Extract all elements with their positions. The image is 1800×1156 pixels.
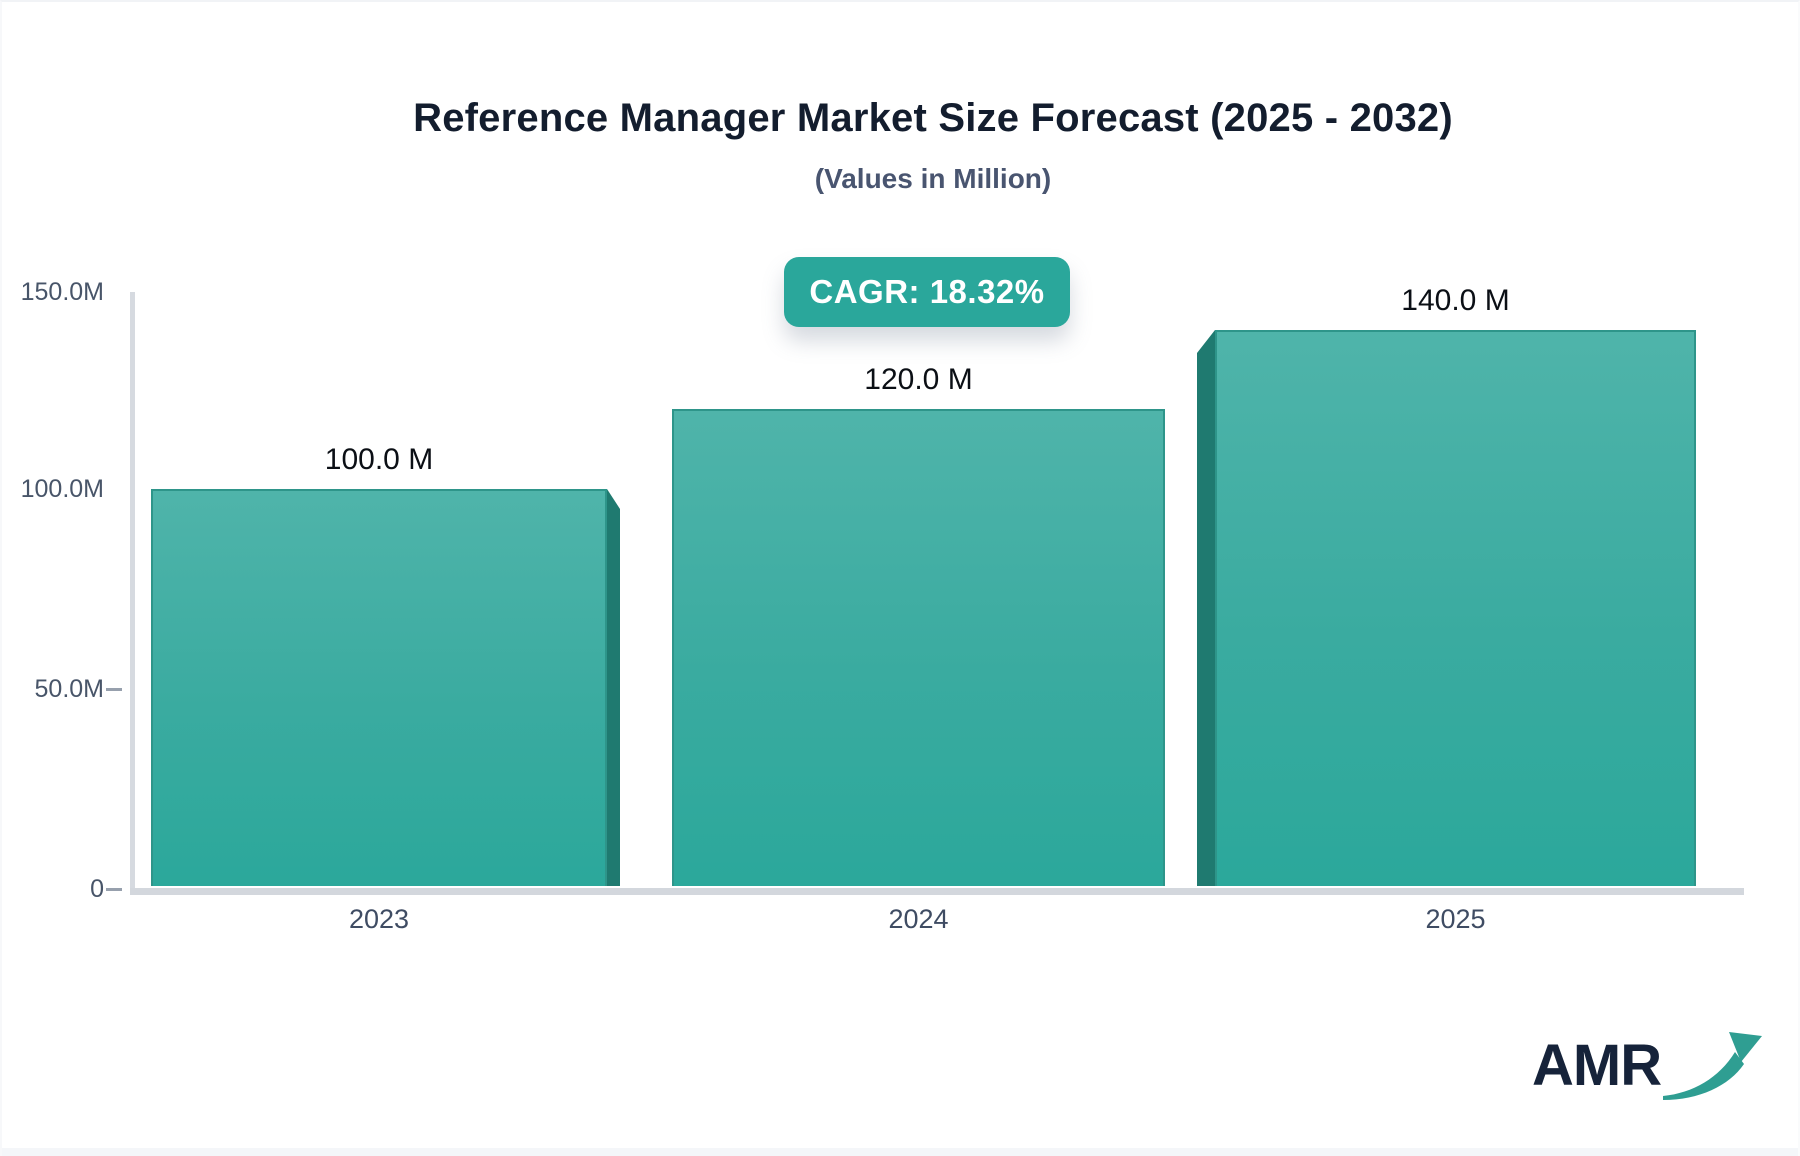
- chart-header: Reference Manager Market Size Forecast (…: [2, 96, 1798, 195]
- bar-2025-value-label: 140.0 M: [1401, 284, 1510, 317]
- x-axis-label-2023: 2023: [348, 904, 410, 934]
- growth-arrow-icon: [1663, 1032, 1762, 1100]
- y-axis-label-0: 0: [90, 875, 104, 903]
- amr-logo-text: AMR: [1532, 1033, 1662, 1098]
- y-axis-tick-0: [106, 888, 122, 891]
- bar-2025-body: [1215, 330, 1696, 886]
- chart-title: Reference Manager Market Size Forecast (…: [413, 96, 1453, 140]
- y-axis-label-150: 150.0M: [20, 278, 104, 306]
- bar-2024-value-label: 120.0 M: [864, 363, 973, 396]
- bar-2023-body: [151, 489, 607, 886]
- bottom-edge-strip: [2, 1148, 1798, 1156]
- bar-2023-bevel: [607, 489, 620, 886]
- x-axis-label-2024: 2024: [888, 904, 949, 934]
- chart-subtitle: (Values in Million): [814, 163, 1052, 194]
- y-axis-label-50: 50.0M: [34, 675, 104, 703]
- cagr-badge-label: CAGR: 18.32%: [809, 273, 1045, 310]
- x-axis-label-2025: 2025: [1425, 904, 1486, 934]
- bar-2025: 140.0 M 2025: [1197, 284, 1696, 934]
- bar-2023-value-label: 100.0 M: [324, 443, 434, 476]
- bar-2025-bevel: [1197, 330, 1215, 886]
- cagr-badge: CAGR: 18.32%: [784, 257, 1070, 327]
- bar-2024: 120.0 M 2024: [672, 363, 1165, 934]
- amr-logo: AMR: [1532, 1024, 1762, 1114]
- y-axis-tick-50: [106, 688, 122, 691]
- bar-2023: 100.0 M 2023: [151, 443, 620, 934]
- bar-2024-body: [672, 409, 1165, 886]
- y-axis-line: [130, 292, 135, 895]
- x-axis-line: [130, 888, 1744, 895]
- y-axis-label-100: 100.0M: [20, 475, 104, 503]
